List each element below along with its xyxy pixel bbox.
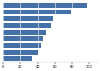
Bar [3,30,46,35]
Bar [3,23,51,28]
Bar [3,43,41,48]
Bar [3,50,38,55]
Bar [3,36,44,41]
Bar [3,3,87,8]
Bar [3,16,53,21]
Bar [3,56,32,61]
Bar [3,10,71,14]
